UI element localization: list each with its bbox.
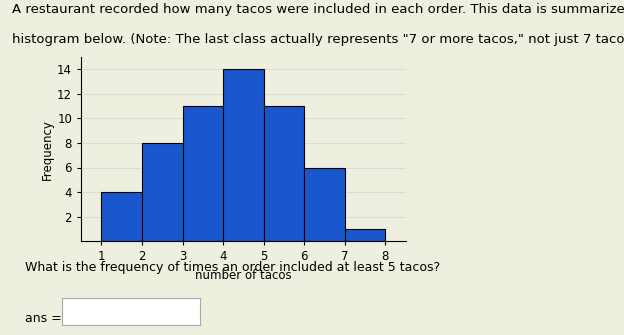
Text: What is the frequency of times an order included at least 5 tacos?: What is the frequency of times an order … — [25, 261, 440, 274]
Text: A restaurant recorded how many tacos were included in each order. This data is s: A restaurant recorded how many tacos wer… — [12, 3, 624, 16]
Bar — [142, 143, 182, 241]
Bar — [101, 192, 142, 241]
Bar — [263, 106, 305, 241]
Bar — [223, 69, 263, 241]
Bar — [344, 229, 385, 241]
Text: histogram below. (Note: The last class actually represents "7 or more tacos," no: histogram below. (Note: The last class a… — [12, 34, 624, 47]
Y-axis label: Frequency: Frequency — [41, 119, 54, 180]
X-axis label: number of tacos: number of tacos — [195, 269, 291, 282]
Bar — [305, 168, 345, 241]
Bar — [182, 106, 223, 241]
Text: ans =: ans = — [25, 312, 62, 325]
